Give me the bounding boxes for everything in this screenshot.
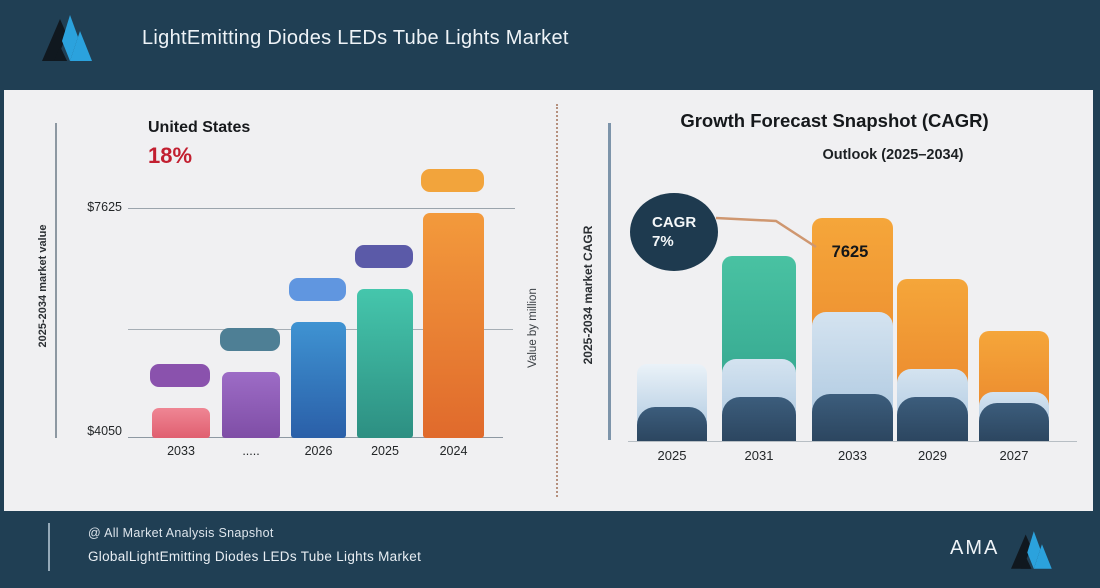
x-label-2026: 2026 (304, 444, 333, 458)
cagr-badge: CAGR 7% (630, 193, 718, 271)
x-label-2031: 2031 (744, 448, 774, 463)
left-y-axis (55, 123, 57, 438)
ama-logo-icon (40, 11, 98, 70)
cagr-badge-label: CAGR (652, 213, 697, 231)
right-y-axis (608, 123, 611, 440)
x-label-2033: 2033 (167, 444, 195, 458)
right-chart-title: Growth Forecast Snapshot (CAGR) (680, 110, 989, 131)
left-chart-highlight: 18% (148, 143, 193, 168)
x-label-2025: 2025 (371, 444, 399, 458)
bar-segment (722, 397, 796, 441)
left-y-axis-label: 2025-2034 market value (37, 224, 49, 348)
x-label-2033: 2033 (838, 448, 867, 463)
cagr-badge-value: 7% (652, 233, 674, 250)
right-x-axis (628, 441, 1077, 442)
ama-logo-icon (1008, 528, 1058, 577)
gridline-7625 (128, 208, 515, 209)
bar-segment (979, 402, 1049, 441)
bar-cap-2024 (421, 168, 484, 192)
x-label-2027: 2027 (999, 448, 1029, 463)
right-chart-subtitle: Outlook (2025–2034) (822, 147, 964, 163)
left-y-axis-secondary-label: Value by million (527, 288, 539, 368)
bar-2025 (357, 288, 413, 438)
x-label-2025: 2025 (657, 448, 687, 463)
footer-title: GlobalLightEmitting Diodes LEDs Tube Lig… (88, 549, 422, 564)
bar-value-annotation: 7625 (831, 243, 869, 261)
footer-bar: @ All Market Analysis Snapshot GlobalLig… (0, 511, 1100, 588)
bar-cap-2026 (289, 277, 346, 301)
panel-divider (556, 104, 558, 497)
bar-2024 (423, 212, 484, 438)
ytick-7625: $7625 (87, 200, 122, 214)
footer-divider-line (48, 523, 50, 571)
footer-brand-text: AMA (950, 537, 1000, 559)
footer-caption: @ All Market Analysis Snapshot (88, 526, 274, 540)
bar-segment (897, 397, 968, 441)
x-label-2029: 2029 (918, 448, 947, 463)
bar-segment (637, 407, 707, 441)
bar-2033 (152, 408, 210, 438)
bar-cap-2025 (355, 244, 413, 268)
ytick-4050: $4050 (87, 424, 122, 438)
bar-2026 (291, 321, 346, 438)
header-bar: LightEmitting Diodes LEDs Tube Lights Ma… (0, 0, 1100, 90)
x-label-2024: 2024 (439, 444, 468, 458)
right-y-axis-label: 2025-2034 market CAGR (581, 225, 595, 365)
bar-cap-..... (220, 328, 280, 352)
bar-..... (222, 372, 280, 438)
bar-segment (812, 394, 893, 441)
bar-cap-2033 (150, 364, 210, 388)
x-label-.....: ..... (242, 444, 260, 458)
page-title: LightEmitting Diodes LEDs Tube Lights Ma… (142, 27, 569, 49)
left-chart-title: United States (148, 119, 251, 136)
